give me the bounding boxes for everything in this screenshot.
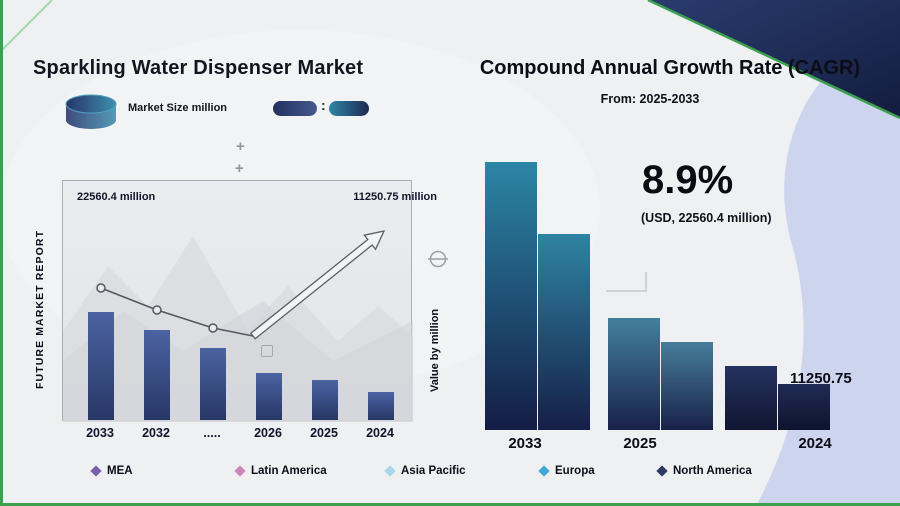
legend-item-europa: Europa: [538, 465, 595, 477]
left-x-label: 2033: [86, 426, 114, 440]
legend-item-latin-america: Latin America: [234, 465, 327, 477]
right-chart-title: Compound Annual Growth Rate (CAGR): [479, 57, 861, 79]
legend-item-mea: MEA: [90, 465, 133, 477]
right-bar-1: [485, 162, 537, 430]
market-size-cylinder-icon: [64, 94, 118, 132]
ratio-colon: :: [321, 97, 326, 113]
ratio-pill-right: [329, 101, 369, 116]
right-chart-x-axis: 2033 2025 2024: [480, 435, 840, 455]
left-x-label: 2026: [254, 426, 282, 440]
plus-icon: +: [235, 160, 244, 177]
diamond-icon: [656, 465, 668, 477]
legend-label: Asia Pacific: [401, 465, 466, 477]
legend-item-north-america: North America: [656, 465, 752, 477]
right-x-label-2033: 2033: [508, 435, 542, 452]
left-x-label: 2024: [366, 426, 394, 440]
left-x-label: 2025: [310, 426, 338, 440]
left-chart-x-axis: 2033 2032..... 2026 2025 2024: [62, 426, 412, 444]
legend-label: North America: [673, 465, 752, 477]
region-legend: MEA Latin America Asia Pacific Europa North …: [0, 465, 900, 485]
right-bar-3: [608, 318, 660, 430]
cagr-note: (USD, 22560.4 million): [641, 211, 772, 225]
square-decor-icon: [261, 345, 273, 357]
right-bar-5: [725, 366, 777, 430]
legend-label: Europa: [555, 465, 595, 477]
value-axis-label: Value by million: [429, 308, 441, 392]
legend-item-asia-pacific: Asia Pacific: [384, 465, 466, 477]
right-x-label-2024: 2024: [798, 435, 832, 452]
plus-icon: +: [236, 138, 245, 155]
circle-minus-icon: [428, 250, 448, 268]
diamond-icon: [90, 465, 102, 477]
future-market-report-watermark: FUTURE MARKET REPORT: [34, 229, 46, 389]
right-x-label-2025: 2025: [623, 435, 657, 452]
right-bar-2: [538, 234, 590, 430]
left-bar-chart: 22560.4 million 11250.75 million: [62, 180, 437, 422]
right-chart-subtitle: From: 2025-2033: [600, 92, 700, 106]
ratio-pill-left: [273, 101, 317, 116]
left-x-label: .....: [203, 426, 221, 440]
end-value-label: 11250.75: [790, 370, 852, 387]
left-bar-2024: [368, 392, 394, 420]
left-x-label: 2032: [142, 426, 170, 440]
diamond-icon: [384, 465, 396, 477]
legend-label: MEA: [107, 465, 133, 477]
market-size-legend-label: Market Size million: [128, 102, 228, 114]
left-chart-title: Sparkling Water Dispenser Market: [33, 57, 364, 79]
cagr-value: 8.9%: [642, 158, 734, 202]
right-bar-4: [661, 342, 713, 430]
diamond-icon: [538, 465, 550, 477]
legend-label: Latin America: [251, 465, 327, 477]
diamond-icon: [234, 465, 246, 477]
trend-arrow: [96, 230, 386, 340]
right-bar-6: [778, 384, 830, 430]
